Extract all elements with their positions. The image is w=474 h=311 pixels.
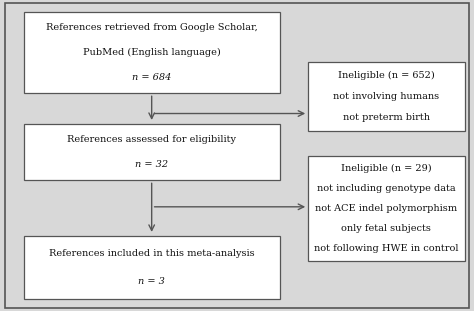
Text: not following HWE in control: not following HWE in control	[314, 244, 458, 253]
Text: not including genotype data: not including genotype data	[317, 184, 456, 193]
Text: n = 3: n = 3	[138, 277, 165, 286]
FancyBboxPatch shape	[5, 3, 469, 308]
Text: Ineligible (n = 29): Ineligible (n = 29)	[341, 164, 432, 173]
FancyBboxPatch shape	[308, 62, 465, 131]
Text: References included in this meta-analysis: References included in this meta-analysi…	[49, 249, 255, 258]
Text: n = 684: n = 684	[132, 73, 172, 82]
FancyBboxPatch shape	[24, 12, 280, 93]
FancyBboxPatch shape	[308, 156, 465, 261]
Text: not ACE indel polymorphism: not ACE indel polymorphism	[315, 204, 457, 213]
FancyBboxPatch shape	[24, 236, 280, 299]
Text: not preterm birth: not preterm birth	[343, 113, 430, 122]
Text: References assessed for eligibility: References assessed for eligibility	[67, 136, 236, 144]
Text: PubMed (English language): PubMed (English language)	[83, 48, 220, 58]
Text: Ineligible (n = 652): Ineligible (n = 652)	[338, 71, 435, 80]
Text: only fetal subjects: only fetal subjects	[341, 224, 431, 233]
FancyBboxPatch shape	[24, 124, 280, 180]
Text: n = 32: n = 32	[135, 160, 168, 169]
Text: References retrieved from Google Scholar,: References retrieved from Google Scholar…	[46, 24, 257, 32]
Text: not involving humans: not involving humans	[333, 92, 439, 101]
